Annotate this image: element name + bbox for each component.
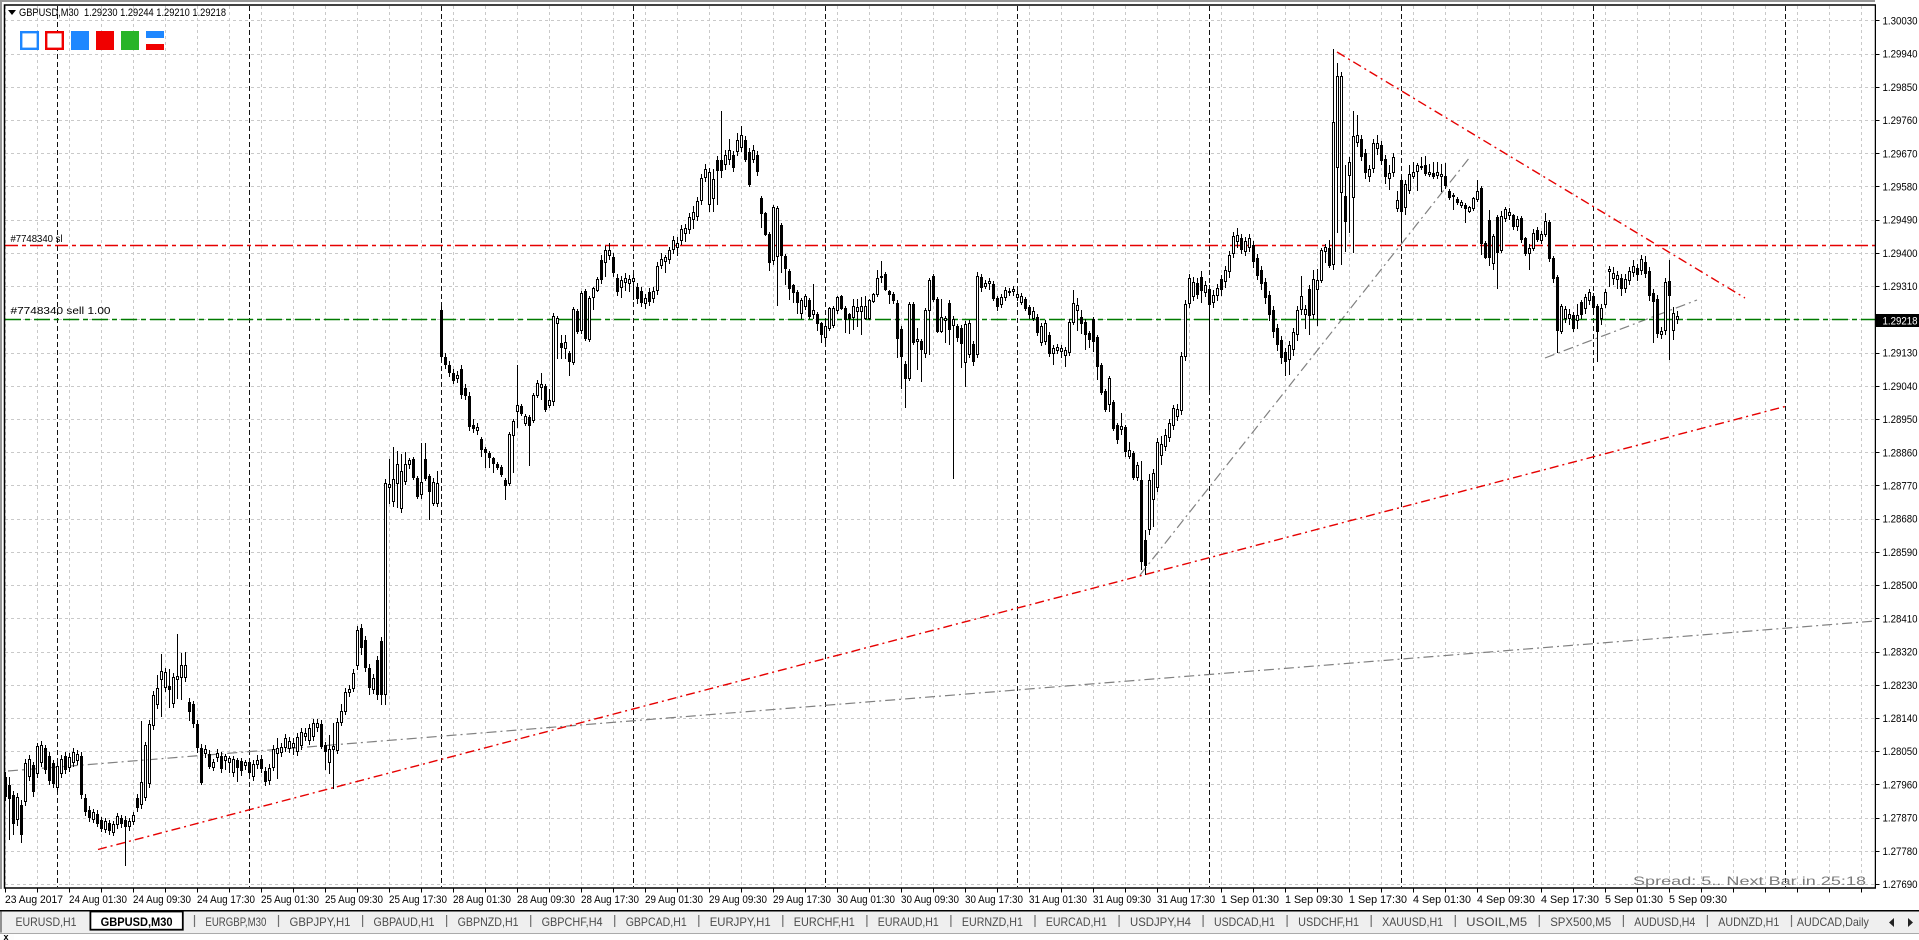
- svg-text:5 Sep 01:30: 5 Sep 01:30: [1605, 894, 1663, 906]
- svg-text:GBPCHF,H4: GBPCHF,H4: [542, 915, 603, 929]
- svg-text:GBPUSD,M30 1.29230 1.29244 1.: GBPUSD,M30 1.29230 1.29244 1.29210 1.292…: [19, 7, 226, 19]
- svg-text:30 Aug 01:30: 30 Aug 01:30: [837, 894, 895, 906]
- svg-text:25 Aug 17:30: 25 Aug 17:30: [389, 894, 447, 906]
- svg-text:28 Aug 09:30: 28 Aug 09:30: [517, 894, 575, 906]
- svg-text:1.28680: 1.28680: [1883, 514, 1918, 526]
- svg-text:25 Aug 09:30: 25 Aug 09:30: [325, 894, 383, 906]
- svg-text:1.28410: 1.28410: [1883, 613, 1918, 625]
- svg-text:AUDCAD,Daily: AUDCAD,Daily: [1797, 915, 1869, 929]
- svg-text:GBPAUD,H1: GBPAUD,H1: [374, 915, 435, 929]
- svg-text:1.29670: 1.29670: [1883, 148, 1918, 160]
- svg-text:EURUSD,H1: EURUSD,H1: [16, 915, 77, 929]
- svg-text:EURCHF,H1: EURCHF,H1: [794, 915, 855, 929]
- svg-text:1.27870: 1.27870: [1883, 813, 1918, 825]
- svg-text:GBPNZD,H1: GBPNZD,H1: [458, 915, 519, 929]
- svg-text:28 Aug 01:30: 28 Aug 01:30: [453, 894, 511, 906]
- svg-text:1.29850: 1.29850: [1883, 82, 1918, 94]
- svg-text:1.28140: 1.28140: [1883, 713, 1918, 725]
- svg-text:1.30030: 1.30030: [1883, 15, 1918, 27]
- svg-text:29 Aug 01:30: 29 Aug 01:30: [645, 894, 703, 906]
- svg-text:1.29040: 1.29040: [1883, 381, 1918, 393]
- svg-text:EURGBP,M30: EURGBP,M30: [205, 915, 266, 929]
- svg-text:1.29490: 1.29490: [1883, 215, 1918, 227]
- svg-text:GBPCAD,H1: GBPCAD,H1: [626, 915, 687, 929]
- svg-text:#7748340 sell 1.00: #7748340 sell 1.00: [11, 305, 111, 317]
- svg-text:1.29310: 1.29310: [1883, 281, 1918, 293]
- svg-text:4 Sep 01:30: 4 Sep 01:30: [1413, 894, 1471, 906]
- svg-text:GBPUSD,M30: GBPUSD,M30: [101, 915, 173, 929]
- svg-text:1.27690: 1.27690: [1883, 879, 1918, 891]
- svg-text:30 Aug 17:30: 30 Aug 17:30: [965, 894, 1023, 906]
- svg-text:23 Aug 2017: 23 Aug 2017: [5, 894, 63, 906]
- svg-text:1.27780: 1.27780: [1883, 846, 1918, 858]
- svg-text:EURAUD,H1: EURAUD,H1: [878, 915, 939, 929]
- svg-text:30 Aug 09:30: 30 Aug 09:30: [901, 894, 959, 906]
- svg-text:1.29760: 1.29760: [1883, 115, 1918, 127]
- svg-text:USDJPY,H4: USDJPY,H4: [1130, 915, 1191, 929]
- svg-text:5 Sep 09:30: 5 Sep 09:30: [1669, 894, 1727, 906]
- svg-text:1.29940: 1.29940: [1883, 49, 1918, 61]
- svg-text:x: x: [4, 932, 9, 940]
- svg-text:24 Aug 09:30: 24 Aug 09:30: [133, 894, 191, 906]
- svg-text:SPX500,M5: SPX500,M5: [1550, 915, 1611, 929]
- svg-text:1.29130: 1.29130: [1883, 348, 1918, 360]
- svg-text:1.29400: 1.29400: [1883, 248, 1918, 260]
- svg-text:24 Aug 17:30: 24 Aug 17:30: [197, 894, 255, 906]
- svg-text:1 Sep 09:30: 1 Sep 09:30: [1285, 894, 1343, 906]
- svg-text:1.28770: 1.28770: [1883, 480, 1918, 492]
- svg-text:29 Aug 17:30: 29 Aug 17:30: [773, 894, 831, 906]
- svg-text:1.27960: 1.27960: [1883, 779, 1918, 791]
- svg-text:Spread: 5.. Next Bar in 25:18: Spread: 5.. Next Bar in 25:18: [1633, 874, 1866, 888]
- svg-text:EURCAD,H1: EURCAD,H1: [1046, 915, 1107, 929]
- svg-text:31 Aug 01:30: 31 Aug 01:30: [1029, 894, 1087, 906]
- svg-text:24 Aug 01:30: 24 Aug 01:30: [69, 894, 127, 906]
- svg-text:1.28590: 1.28590: [1883, 547, 1918, 559]
- svg-text:USOIL,M5: USOIL,M5: [1466, 915, 1527, 929]
- svg-text:EURNZD,H1: EURNZD,H1: [962, 915, 1023, 929]
- svg-text:1.28950: 1.28950: [1883, 414, 1918, 426]
- svg-text:AUDNZD,H1: AUDNZD,H1: [1718, 915, 1779, 929]
- svg-text:1.28320: 1.28320: [1883, 647, 1918, 659]
- svg-text:4 Sep 09:30: 4 Sep 09:30: [1477, 894, 1535, 906]
- svg-text:1.29218: 1.29218: [1883, 316, 1918, 328]
- svg-text:EURJPY,H1: EURJPY,H1: [710, 915, 771, 929]
- svg-text:1 Sep 17:30: 1 Sep 17:30: [1349, 894, 1407, 906]
- svg-text:4 Sep 17:30: 4 Sep 17:30: [1541, 894, 1599, 906]
- svg-text:25 Aug 01:30: 25 Aug 01:30: [261, 894, 319, 906]
- svg-text:AUDUSD,H4: AUDUSD,H4: [1634, 915, 1695, 929]
- svg-text:1.28500: 1.28500: [1883, 580, 1918, 592]
- svg-text:1 Sep 01:30: 1 Sep 01:30: [1221, 894, 1279, 906]
- svg-text:1.29580: 1.29580: [1883, 182, 1918, 194]
- svg-text:GBPJPY,H1: GBPJPY,H1: [290, 915, 351, 929]
- svg-text:USDCAD,H1: USDCAD,H1: [1214, 915, 1275, 929]
- svg-text:31 Aug 17:30: 31 Aug 17:30: [1157, 894, 1215, 906]
- svg-text:29 Aug 09:30: 29 Aug 09:30: [709, 894, 767, 906]
- svg-text:XAUUSD,H1: XAUUSD,H1: [1382, 915, 1443, 929]
- svg-text:1.28230: 1.28230: [1883, 680, 1918, 692]
- svg-text:31 Aug 09:30: 31 Aug 09:30: [1093, 894, 1151, 906]
- svg-text:USDCHF,H1: USDCHF,H1: [1298, 915, 1359, 929]
- svg-text:#7748340 sl: #7748340 sl: [11, 233, 63, 245]
- svg-text:1.28050: 1.28050: [1883, 746, 1918, 758]
- svg-text:28 Aug 17:30: 28 Aug 17:30: [581, 894, 639, 906]
- svg-text:1.28860: 1.28860: [1883, 447, 1918, 459]
